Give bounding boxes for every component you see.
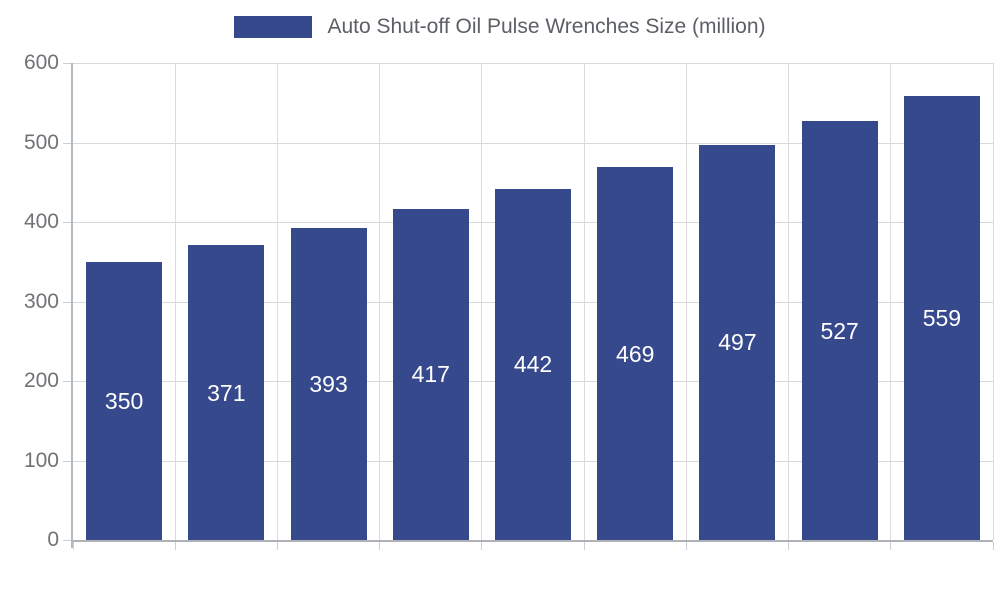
bar-2025[interactable]: 350 — [86, 261, 163, 540]
y-axis-tick — [63, 222, 71, 223]
bar-2033[interactable]: 559 — [903, 95, 980, 540]
bar-value-label: 371 — [207, 379, 246, 406]
x-axis-line — [73, 540, 993, 542]
x-axis-tick — [583, 542, 585, 550]
bar-2029[interactable]: 442 — [495, 188, 571, 540]
y-axis-tick — [63, 142, 71, 144]
x-axis-tick — [788, 542, 790, 550]
bar-2032[interactable]: 527 — [801, 121, 878, 540]
bar-2030[interactable]: 469 — [597, 167, 674, 540]
x-axis-tick — [174, 542, 176, 550]
x-axis-tick — [72, 542, 74, 550]
gridline-vertical — [174, 63, 176, 540]
bar-value-label: 393 — [309, 370, 348, 397]
gridline-vertical — [788, 63, 790, 540]
bar-value-label: 350 — [104, 387, 144, 414]
bar-value-label: 469 — [616, 340, 655, 367]
bar-2031[interactable]: 497 — [699, 144, 776, 540]
legend-label: Auto Shut-off Oil Pulse Wrenches Size (m… — [327, 15, 766, 38]
bar-2027[interactable]: 393 — [290, 227, 367, 540]
y-axis-tick — [63, 63, 71, 64]
y-axis-tick — [63, 381, 71, 382]
y-axis-tick-label: 400 — [23, 210, 59, 233]
y-axis-tick-label: 100 — [23, 448, 59, 472]
gridline-vertical — [481, 63, 483, 540]
x-axis-tick — [379, 542, 381, 550]
bar-2028[interactable]: 417 — [392, 208, 469, 540]
bar-value-label: 442 — [513, 351, 553, 378]
bar-2026[interactable]: 371 — [188, 245, 265, 540]
gridline-vertical — [379, 63, 381, 540]
x-axis-tick — [890, 542, 892, 550]
y-axis-tick-label: 0 — [47, 528, 59, 551]
y-axis-tick — [63, 540, 71, 541]
x-axis-tick — [685, 542, 687, 550]
gridline-horizontal — [73, 142, 993, 144]
bar-value-label: 497 — [718, 329, 757, 356]
x-axis-tick — [276, 542, 278, 550]
gridline-vertical — [992, 63, 994, 540]
y-axis-tick-label: 500 — [23, 130, 59, 154]
plot-area: 0100200300400500600350202537120263932027… — [24, 51, 994, 551]
gridline-vertical — [685, 63, 687, 540]
x-axis-tick — [481, 542, 483, 550]
legend-swatch — [234, 16, 313, 38]
x-axis-tick — [992, 542, 994, 550]
y-axis-tick — [63, 301, 71, 303]
gridline-vertical — [583, 63, 585, 540]
gridline-vertical — [890, 63, 892, 540]
legend[interactable]: Auto Shut-off Oil Pulse Wrenches Size (m… — [0, 15, 1000, 39]
y-axis-tick — [63, 460, 71, 462]
y-axis-tick-label: 200 — [23, 369, 59, 392]
bar-value-label: 417 — [411, 361, 450, 388]
bar-value-label: 559 — [922, 304, 962, 331]
y-axis-tick-label: 600 — [23, 51, 59, 74]
y-axis-tick-label: 300 — [23, 289, 59, 313]
gridline-vertical — [276, 63, 278, 540]
bar-value-label: 527 — [820, 317, 859, 344]
gridline-horizontal — [73, 63, 993, 64]
y-axis-line — [71, 63, 73, 548]
